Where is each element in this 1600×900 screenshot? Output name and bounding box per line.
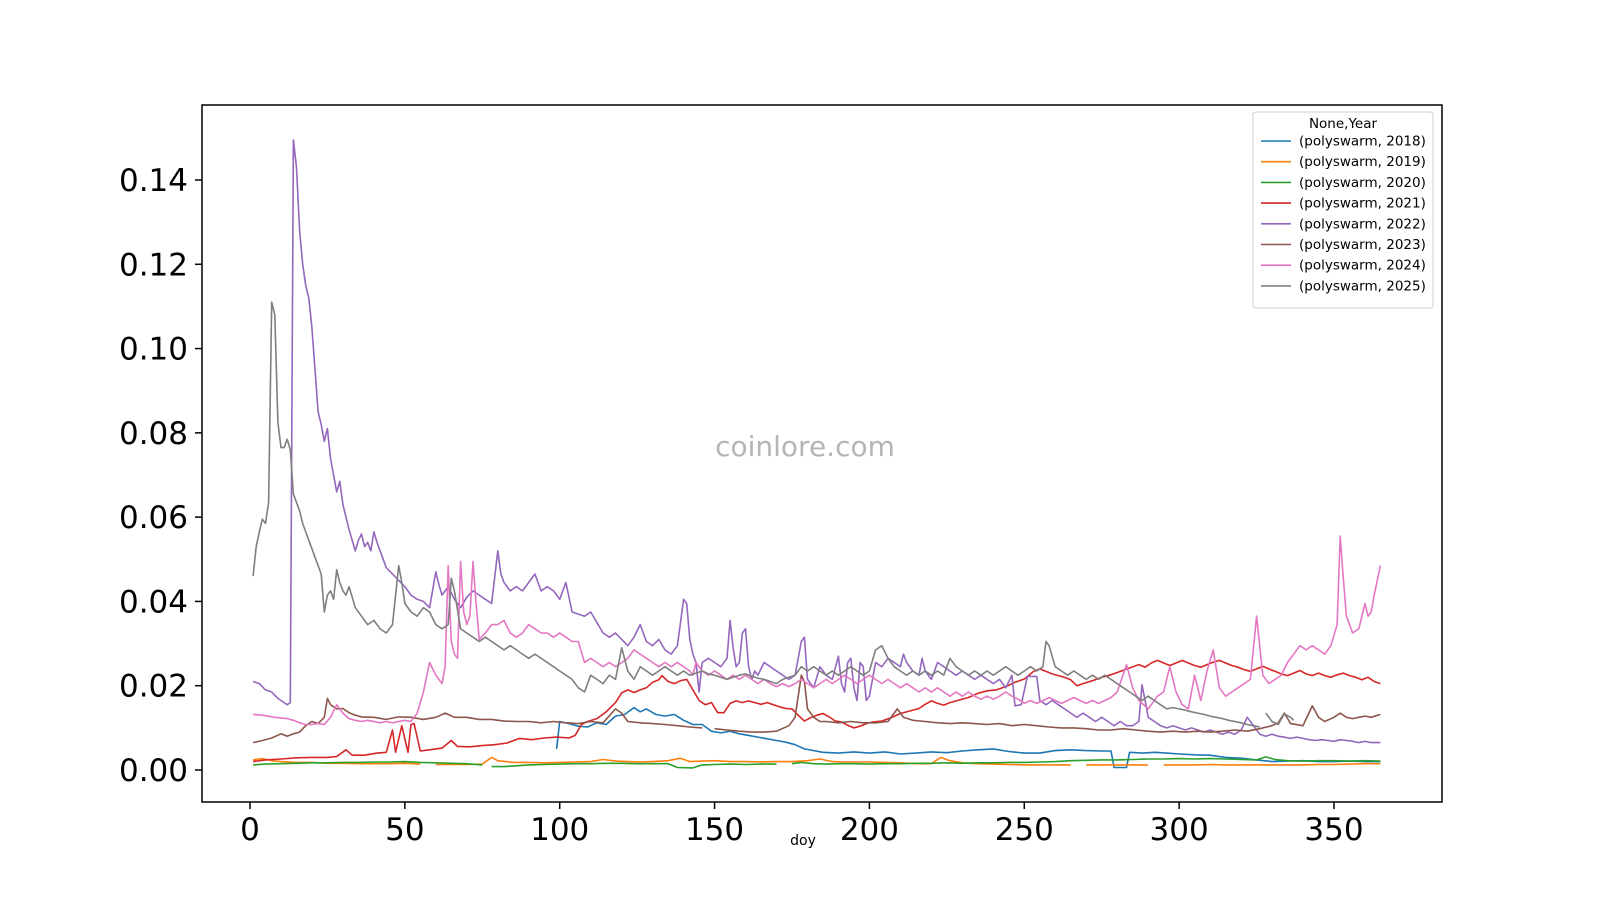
series-line-2019	[435, 756, 1071, 766]
series-line-2022	[252, 139, 1381, 744]
y-ticks: 0.00 0.02 0.04 0.06 0.08 0.10 0.12 0.14	[119, 163, 202, 789]
plot-frame	[201, 104, 1443, 803]
series-lines	[252, 139, 1382, 769]
series-line-2025	[1265, 712, 1295, 726]
x-tick-label: 300	[1150, 812, 1209, 848]
legend-label-2018: (polyswarm, 2018)	[1299, 134, 1426, 150]
legend-item-2018[interactable]: (polyswarm, 2018)	[1261, 134, 1426, 150]
legend-label-2023: (polyswarm, 2023)	[1299, 237, 1426, 253]
y-tick-label: 0.14	[119, 163, 188, 199]
legend-item-2021[interactable]: (polyswarm, 2021)	[1261, 196, 1426, 212]
series-line-2018	[555, 706, 1381, 769]
legend-label-2020: (polyswarm, 2020)	[1299, 175, 1426, 191]
legend-label-2022: (polyswarm, 2022)	[1299, 216, 1426, 232]
legend-label-2019: (polyswarm, 2019)	[1299, 154, 1426, 170]
x-tick-label: 50	[385, 812, 424, 848]
x-tick-label: 250	[995, 812, 1054, 848]
legend-label-2025: (polyswarm, 2025)	[1299, 278, 1426, 294]
legend-label-2024: (polyswarm, 2024)	[1299, 258, 1426, 274]
legend-item-2024[interactable]: (polyswarm, 2024)	[1261, 258, 1426, 274]
series-line-2025	[252, 301, 1260, 728]
legend-frame	[1252, 111, 1434, 309]
legend-title: None,Year	[1309, 116, 1378, 132]
watermark-text: coinlore.com	[715, 430, 895, 463]
legend-item-2022[interactable]: (polyswarm, 2022)	[1261, 216, 1426, 232]
series-line-2024	[253, 535, 1382, 726]
x-axis-label: doy	[790, 833, 816, 849]
legend-item-2020[interactable]: (polyswarm, 2020)	[1261, 175, 1426, 191]
x-ticks: 0 50 100 150 200 250 300 350	[240, 802, 1364, 848]
x-tick-label: 200	[840, 812, 899, 848]
legend-entries: (polyswarm, 2018) (polyswarm, 2019) (polys…	[1261, 134, 1426, 294]
series-line-2019	[1163, 762, 1381, 766]
x-tick-label: 150	[685, 812, 744, 848]
x-tick-label: 350	[1304, 812, 1363, 848]
series-line-2021	[252, 659, 1381, 763]
y-tick-label: 0.08	[119, 416, 188, 452]
y-tick-label: 0.00	[119, 753, 188, 789]
series-line-2020	[491, 762, 777, 769]
legend-label-2021: (polyswarm, 2021)	[1299, 196, 1426, 212]
series-line-2023	[714, 674, 1381, 733]
y-tick-label: 0.06	[119, 500, 188, 536]
series-line-2020	[791, 756, 1381, 765]
y-tick-label: 0.12	[119, 247, 188, 283]
y-tick-label: 0.02	[119, 669, 188, 705]
y-tick-label: 0.10	[119, 332, 188, 368]
legend-item-2025[interactable]: (polyswarm, 2025)	[1261, 278, 1426, 294]
series-line-2023	[252, 697, 703, 744]
legend[interactable]: None,Year (polyswarm, 2018)(polyswarm, 2…	[1252, 111, 1434, 309]
y-tick-label: 0.04	[119, 584, 188, 620]
x-tick-label: 0	[240, 812, 260, 848]
series-line-2020	[253, 760, 483, 766]
legend-item-2023[interactable]: (polyswarm, 2023)	[1261, 237, 1426, 253]
legend-item-2019[interactable]: (polyswarm, 2019)	[1261, 154, 1426, 170]
x-tick-label: 100	[530, 812, 589, 848]
